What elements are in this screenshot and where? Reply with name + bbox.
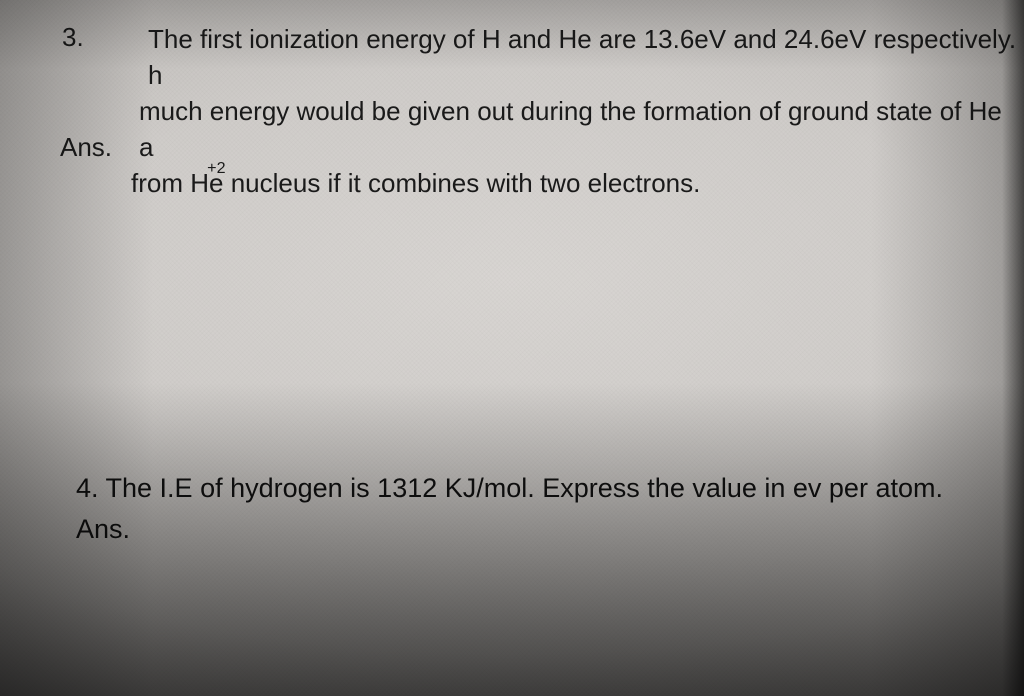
he-charge: +2 [207, 157, 225, 179]
question-3-text: The first ionization energy of H and He … [144, 22, 1018, 201]
textbook-page-photo: 3. The first ionization energy of H and … [0, 0, 1024, 696]
q3-line3-pre: from [131, 168, 190, 198]
question-3: 3. The first ionization energy of H and … [62, 22, 1018, 201]
question-4: 4. The I.E of hydrogen is 1312 KJ/mol. E… [76, 470, 1004, 545]
question-3-line-3: from He+2 nucleus if it combines with tw… [131, 166, 1005, 202]
question-3-line-2: much energy would be given out during th… [139, 94, 1013, 166]
question-3-ans-label: Ans. [60, 132, 112, 163]
question-4-text: 4. The I.E of hydrogen is 1312 KJ/mol. E… [76, 470, 1004, 506]
he-plus-2: He+2 [190, 166, 223, 202]
question-3-line-1: The first ionization energy of H and He … [148, 22, 1022, 94]
question-4-ans-label: Ans. [76, 514, 1004, 545]
question-3-number: 3. [62, 22, 84, 53]
q3-line3-post: nucleus if it combines with two electron… [223, 168, 700, 198]
